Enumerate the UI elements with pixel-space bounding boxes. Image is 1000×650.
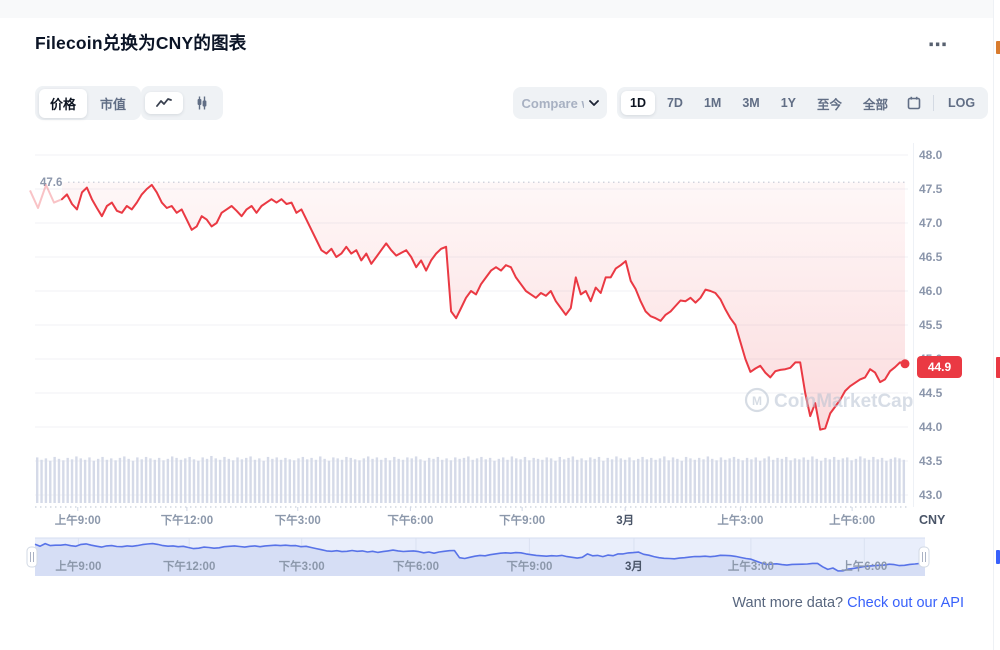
toolbar-divider bbox=[933, 95, 935, 111]
navigator-label: 上午6:00 bbox=[841, 559, 887, 573]
navigator-label: 上午9:00 bbox=[55, 559, 101, 573]
current-price-badge: 44.9 bbox=[917, 356, 962, 378]
metric-toggle-price[interactable]: 价格 bbox=[39, 88, 88, 118]
y-axis-label: 47.5 bbox=[919, 182, 943, 196]
time-range-group: 1D 7D 1M 3M 1Y 至今 全部 LOG bbox=[617, 87, 989, 119]
cutoff-fragment-blue bbox=[996, 550, 1000, 564]
candlestick-toggle-button[interactable] bbox=[185, 91, 219, 115]
navigator-label: 下午12:00 bbox=[163, 559, 215, 573]
chevron-down-icon bbox=[588, 100, 599, 106]
x-axis-label: 上午3:00 bbox=[717, 513, 763, 527]
price-area-fill bbox=[62, 182, 905, 430]
range-button-全部[interactable]: 全部 bbox=[854, 89, 897, 118]
calendar-icon bbox=[907, 96, 921, 110]
more-menu-button[interactable]: ⋯ bbox=[928, 35, 948, 56]
svg-text:CoinMarketCap: CoinMarketCap bbox=[774, 391, 913, 412]
x-axis-label: 下午12:00 bbox=[161, 513, 213, 527]
navigator-handle-left[interactable] bbox=[26, 546, 38, 568]
navigator-line bbox=[34, 542, 926, 572]
metric-toggle-marketcap[interactable]: 市值 bbox=[89, 89, 137, 118]
cutoff-icon-fragment-orange bbox=[996, 41, 1000, 54]
max-price-label: 47.6 bbox=[40, 177, 62, 189]
chart-type-toggle-group bbox=[141, 86, 223, 120]
y-axis-label: 46.0 bbox=[919, 284, 943, 298]
navigator-label: 下午6:00 bbox=[393, 559, 439, 573]
navigator-label: 下午9:00 bbox=[506, 559, 552, 573]
price-line-faded bbox=[29, 183, 63, 209]
range-button-1y[interactable]: 1Y bbox=[772, 91, 805, 115]
navigator-handle-right[interactable] bbox=[918, 546, 930, 568]
coinmarketcap-watermark: M CoinMarketCap bbox=[744, 387, 913, 413]
compare-button[interactable]: Compare w bbox=[513, 87, 607, 119]
range-button-7d[interactable]: 7D bbox=[658, 91, 692, 115]
x-axis-label: 3月 bbox=[616, 514, 634, 527]
candlestick-icon bbox=[196, 96, 208, 110]
price-line bbox=[61, 183, 906, 431]
cutoff-badge-fragment-red bbox=[996, 357, 1000, 378]
navigator-area-fill bbox=[35, 543, 925, 576]
navigator-label: 下午3:00 bbox=[279, 559, 325, 573]
navigator-label: 上午3:00 bbox=[728, 559, 774, 573]
api-link[interactable]: Check out our API bbox=[847, 595, 964, 611]
range-button-至今[interactable]: 至今 bbox=[808, 89, 851, 118]
x-axis-label: 下午3:00 bbox=[275, 513, 321, 527]
right-edge-sliver bbox=[993, 0, 1000, 650]
y-axis-label: 43.0 bbox=[919, 488, 943, 502]
y-axis-label: 46.5 bbox=[919, 250, 943, 264]
y-axis-label: 45.5 bbox=[919, 318, 943, 332]
log-scale-button[interactable]: LOG bbox=[939, 91, 984, 115]
compare-button-label: Compare w bbox=[521, 95, 584, 111]
navigator-label: 3月 bbox=[625, 560, 643, 573]
metric-toggle-group: 价格 市值 bbox=[35, 86, 142, 120]
x-axis-label: 上午6:00 bbox=[829, 513, 875, 527]
svg-text:M: M bbox=[752, 394, 762, 408]
page-top-strip bbox=[0, 0, 1000, 18]
range-button-3m[interactable]: 3M bbox=[733, 91, 768, 115]
volume-bars bbox=[36, 455, 906, 503]
x-axis-label: 上午9:00 bbox=[55, 513, 101, 527]
line-chart-toggle-button[interactable] bbox=[145, 92, 183, 114]
y-axis-label: 47.0 bbox=[919, 216, 943, 230]
y-axis-label: 44.0 bbox=[919, 420, 943, 434]
y-axis-label: 43.5 bbox=[919, 454, 943, 468]
y-axis-label: 44.5 bbox=[919, 386, 943, 400]
api-footer: Want more data? Check out our API bbox=[732, 595, 964, 611]
x-axis-label: 下午9:00 bbox=[499, 513, 545, 527]
current-price-dot bbox=[900, 359, 910, 369]
line-chart-icon bbox=[156, 97, 172, 109]
range-button-1m[interactable]: 1M bbox=[695, 91, 730, 115]
calendar-button[interactable] bbox=[900, 92, 928, 114]
x-axis-label: 下午6:00 bbox=[387, 513, 433, 527]
footer-prompt: Want more data? bbox=[732, 595, 844, 611]
range-button-1d[interactable]: 1D bbox=[621, 91, 655, 115]
page-title: Filecoin兑换为CNY的图表 bbox=[35, 33, 247, 53]
currency-label: CNY bbox=[919, 513, 946, 527]
y-axis-label: 48.0 bbox=[919, 148, 943, 162]
